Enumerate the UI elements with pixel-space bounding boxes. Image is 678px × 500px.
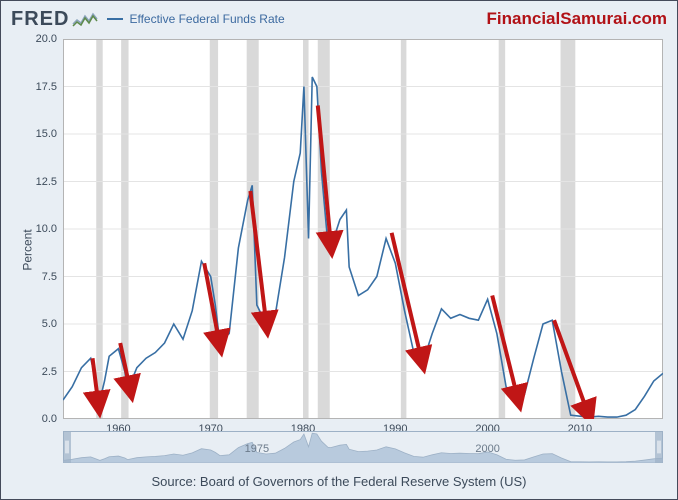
y-tick: 7.5 (42, 271, 63, 283)
header: FRED Effective Federal Funds Rate Financ… (11, 5, 667, 33)
svg-text:1975: 1975 (245, 443, 269, 455)
context-chart[interactable]: 1975 2000 (63, 431, 663, 463)
fred-spark-icon (71, 10, 99, 28)
fred-logo: FRED (11, 8, 99, 31)
legend-label: Effective Federal Funds Rate (129, 12, 284, 26)
y-tick: 0.0 (42, 413, 63, 425)
y-tick: 17.5 (36, 81, 63, 93)
main-chart: 0.02.55.07.510.012.515.017.520.019601970… (63, 39, 663, 419)
site-brand: FinancialSamurai.com (487, 9, 667, 29)
chart-svg (63, 39, 663, 419)
chart-frame: FRED Effective Federal Funds Rate Financ… (0, 0, 678, 500)
source-text: Source: Board of Governors of the Federa… (1, 474, 677, 489)
y-tick: 15.0 (36, 128, 63, 140)
legend-swatch (107, 18, 123, 20)
fred-logo-text: FRED (11, 8, 69, 31)
y-tick: 20.0 (36, 33, 63, 45)
context-svg: 1975 2000 (63, 431, 663, 463)
y-tick: 12.5 (36, 176, 63, 188)
y-tick: 10.0 (36, 223, 63, 235)
series-legend: Effective Federal Funds Rate (107, 12, 284, 26)
y-tick: 5.0 (42, 318, 63, 330)
svg-text:2000: 2000 (475, 443, 499, 455)
y-axis-label: Percent (21, 229, 35, 270)
y-tick: 2.5 (42, 366, 63, 378)
